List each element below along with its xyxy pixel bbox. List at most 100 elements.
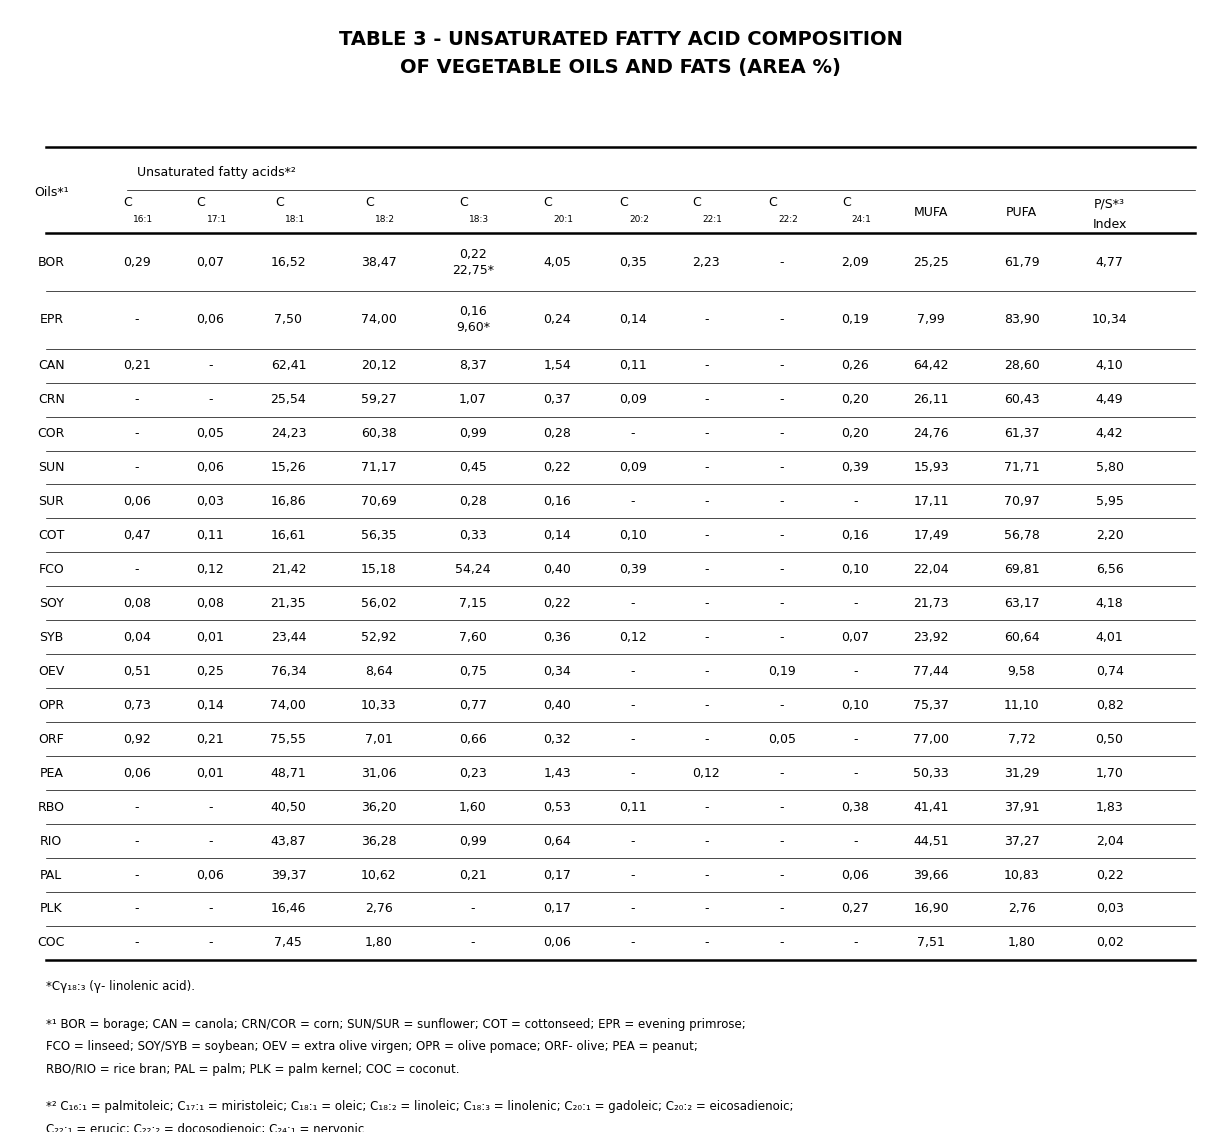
Text: -: - <box>134 868 139 882</box>
Text: 0,22: 0,22 <box>544 597 571 610</box>
Text: 0,40: 0,40 <box>544 698 571 712</box>
Text: C: C <box>620 196 628 209</box>
Text: 0,38: 0,38 <box>842 800 869 814</box>
Text: 75,55: 75,55 <box>270 732 307 746</box>
Text: 0,14: 0,14 <box>620 314 646 326</box>
Text: 0,11: 0,11 <box>620 359 646 372</box>
Text: 10,33: 10,33 <box>360 698 397 712</box>
Text: -: - <box>470 936 475 950</box>
Text: 0,17: 0,17 <box>544 868 571 882</box>
Text: -: - <box>631 698 635 712</box>
Text: 63,17: 63,17 <box>1003 597 1040 610</box>
Text: 22:1: 22:1 <box>703 215 722 224</box>
Text: 0,26: 0,26 <box>842 359 869 372</box>
Text: 24,76: 24,76 <box>913 427 949 440</box>
Text: 0,20: 0,20 <box>842 427 869 440</box>
Text: -: - <box>780 256 785 268</box>
Text: 37,91: 37,91 <box>1003 800 1040 814</box>
Text: 0,29: 0,29 <box>123 256 150 268</box>
Text: 0,66: 0,66 <box>459 732 486 746</box>
Text: 62,41: 62,41 <box>270 359 307 372</box>
Text: 0,34: 0,34 <box>544 664 571 678</box>
Text: 0,04: 0,04 <box>123 631 150 644</box>
Text: 70,69: 70,69 <box>360 495 397 508</box>
Text: 5,95: 5,95 <box>1096 495 1123 508</box>
Text: -: - <box>704 359 709 372</box>
Text: 0,01: 0,01 <box>197 766 224 780</box>
Text: -: - <box>704 664 709 678</box>
Text: -: - <box>780 359 785 372</box>
Text: 16,52: 16,52 <box>270 256 307 268</box>
Text: C₂₂:₁ = erucic; C₂₂:₂ = docosodienoic; C₂₄:₁ = nervonic.: C₂₂:₁ = erucic; C₂₂:₂ = docosodienoic; C… <box>46 1123 369 1132</box>
Text: -: - <box>853 732 858 746</box>
Text: 0,06: 0,06 <box>123 766 150 780</box>
Text: 0,06: 0,06 <box>197 868 224 882</box>
Text: 0,40: 0,40 <box>544 563 571 576</box>
Text: -: - <box>631 834 635 848</box>
Text: C: C <box>123 196 132 209</box>
Text: 0,39: 0,39 <box>842 461 869 474</box>
Text: 74,00: 74,00 <box>360 314 397 326</box>
Text: 4,77: 4,77 <box>1096 256 1123 268</box>
Text: 0,06: 0,06 <box>544 936 571 950</box>
Text: -: - <box>134 902 139 916</box>
Text: 0,14: 0,14 <box>544 529 571 542</box>
Text: -: - <box>134 936 139 950</box>
Text: 0,01: 0,01 <box>197 631 224 644</box>
Text: TABLE 3 - UNSATURATED FATTY ACID COMPOSITION: TABLE 3 - UNSATURATED FATTY ACID COMPOSI… <box>338 31 903 49</box>
Text: -: - <box>134 563 139 576</box>
Text: -: - <box>704 732 709 746</box>
Text: 16:1: 16:1 <box>133 215 153 224</box>
Text: C: C <box>544 196 552 209</box>
Text: 5,80: 5,80 <box>1096 461 1123 474</box>
Text: 1,80: 1,80 <box>365 936 392 950</box>
Text: 7,60: 7,60 <box>459 631 486 644</box>
Text: -: - <box>631 902 635 916</box>
Text: 0,10: 0,10 <box>842 698 869 712</box>
Text: 0,06: 0,06 <box>123 495 150 508</box>
Text: -: - <box>134 461 139 474</box>
Text: 2,23: 2,23 <box>693 256 720 268</box>
Text: 0,37: 0,37 <box>544 393 571 406</box>
Text: -: - <box>704 631 709 644</box>
Text: -: - <box>134 314 139 326</box>
Text: 0,23: 0,23 <box>459 766 486 780</box>
Text: 0,12: 0,12 <box>693 766 720 780</box>
Text: -: - <box>780 902 785 916</box>
Text: C: C <box>365 196 374 209</box>
Text: 2,04: 2,04 <box>1096 834 1123 848</box>
Text: -: - <box>780 461 785 474</box>
Text: Unsaturated fatty acids*²: Unsaturated fatty acids*² <box>137 165 296 179</box>
Text: -: - <box>134 427 139 440</box>
Text: 0,08: 0,08 <box>197 597 224 610</box>
Text: 0,28: 0,28 <box>459 495 486 508</box>
Text: 21,35: 21,35 <box>270 597 307 610</box>
Text: -: - <box>704 597 709 610</box>
Text: 0,45: 0,45 <box>459 461 486 474</box>
Text: C: C <box>459 196 468 209</box>
Text: -: - <box>780 868 785 882</box>
Text: 0,07: 0,07 <box>197 256 224 268</box>
Text: 0,11: 0,11 <box>197 529 224 542</box>
Text: -: - <box>780 597 785 610</box>
Text: CRN: CRN <box>38 393 65 406</box>
Text: 4,18: 4,18 <box>1096 597 1123 610</box>
Text: PLK: PLK <box>40 902 62 916</box>
Text: 0,05: 0,05 <box>197 427 224 440</box>
Text: 23,92: 23,92 <box>913 631 949 644</box>
Text: RBO/RIO = rice bran; PAL = palm; PLK = palm kernel; COC = coconut.: RBO/RIO = rice bran; PAL = palm; PLK = p… <box>46 1063 459 1075</box>
Text: -: - <box>704 936 709 950</box>
Text: 0,11: 0,11 <box>620 800 646 814</box>
Text: OEV: OEV <box>38 664 65 678</box>
Text: -: - <box>134 834 139 848</box>
Text: -: - <box>780 698 785 712</box>
Text: 0,20: 0,20 <box>842 393 869 406</box>
Text: 9,58: 9,58 <box>1008 664 1035 678</box>
Text: -: - <box>853 495 858 508</box>
Text: 71,71: 71,71 <box>1003 461 1040 474</box>
Text: 8,37: 8,37 <box>459 359 486 372</box>
Text: 0,09: 0,09 <box>620 461 646 474</box>
Text: 20,12: 20,12 <box>360 359 397 372</box>
Text: -: - <box>631 766 635 780</box>
Text: -: - <box>470 902 475 916</box>
